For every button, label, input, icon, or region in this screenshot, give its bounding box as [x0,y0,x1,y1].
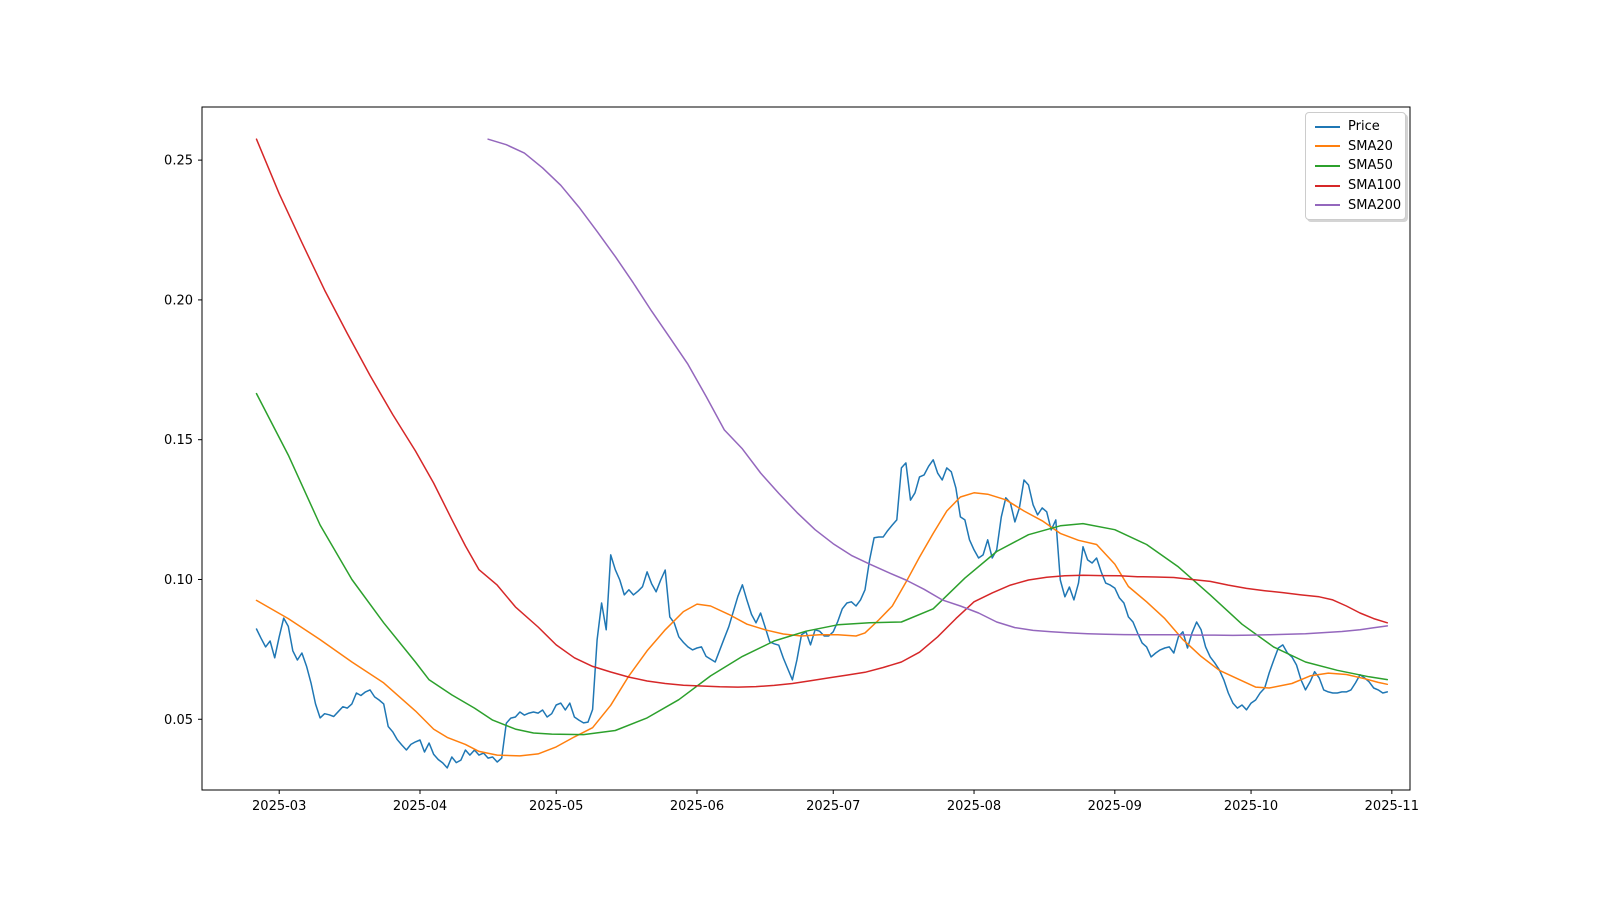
legend-item-sma50: SMA50 [1315,158,1396,173]
legend-line-sample [1315,164,1340,167]
legend-item-sma100: SMA100 [1315,178,1401,193]
legend-item-sma200: SMA200 [1315,198,1401,213]
x-tick-label: 2025-05 [529,799,583,814]
x-tick-label: 2025-06 [670,799,724,814]
legend-label: SMA100 [1348,178,1402,194]
x-tick-label: 2025-07 [806,799,860,814]
y-tick-label: 0.05 [164,713,193,728]
legend-label: SMA50 [1348,158,1393,174]
series-line-sma100 [255,138,1389,688]
legend-item-sma20: SMA20 [1315,139,1396,154]
x-tick-label: 2025-09 [1088,799,1142,814]
legend-label: Price [1348,119,1380,135]
series-line-sma200 [487,138,1389,637]
legend-box: Price SMA20 SMA50 SMA100 SMA200 [1305,112,1406,220]
y-tick-label: 0.10 [164,573,193,588]
x-tick-label: 2025-11 [1365,799,1419,814]
y-tick-label: 0.20 [164,293,193,308]
legend-line-sample [1315,145,1340,148]
y-tick-label: 0.15 [164,433,193,448]
legend-label: SMA20 [1348,138,1393,154]
series-line-price [255,459,1389,769]
legend-line-sample [1315,125,1340,128]
x-tick-label: 2025-10 [1224,799,1278,814]
y-tick-label: 0.25 [164,154,193,169]
legend-line-sample [1315,204,1340,207]
plot-border [201,106,1411,791]
x-tick-label: 2025-04 [393,799,447,814]
series-line-sma50 [255,392,1389,736]
legend-item-price: Price [1315,119,1396,134]
legend-line-sample [1315,184,1340,187]
x-tick-label: 2025-03 [252,799,306,814]
x-tick-label: 2025-08 [947,799,1001,814]
legend-label: SMA200 [1348,197,1402,213]
series-line-sma20 [255,492,1389,757]
